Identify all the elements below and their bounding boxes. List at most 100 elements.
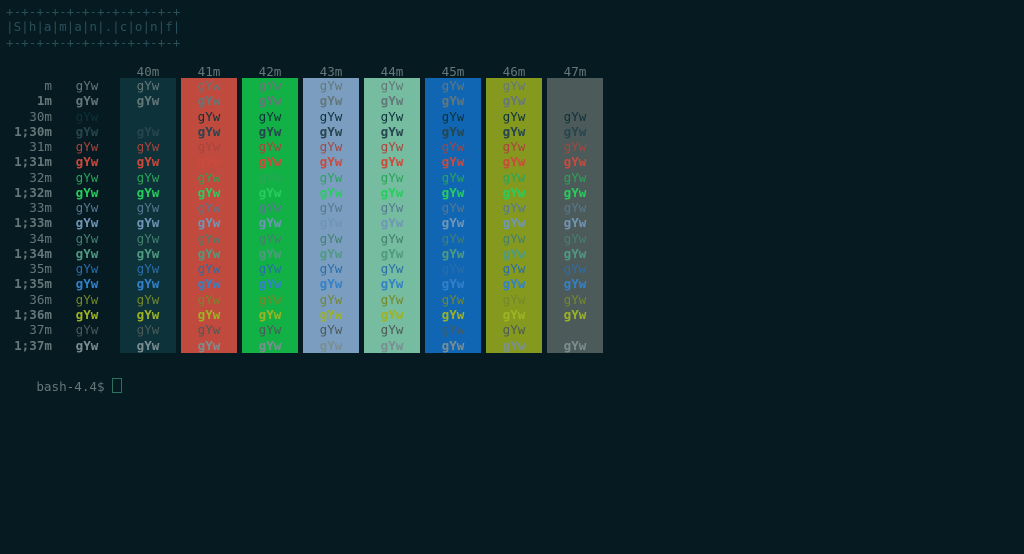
color-cell: gYw [120, 108, 176, 124]
color-cell: gYw [181, 139, 237, 155]
row-label: m [44, 78, 52, 93]
color-cell: gYw [242, 78, 298, 94]
color-cell: gYw [75, 230, 99, 246]
color-cell: gYw [75, 322, 99, 338]
color-cell: gYw [364, 108, 420, 124]
color-cell: gYw [486, 245, 542, 262]
color-cell: gYw [303, 123, 359, 140]
color-cell: gYw [181, 154, 237, 170]
color-cell: gYw [486, 276, 542, 292]
color-cell: gYw [303, 184, 359, 201]
color-cell: gYw [120, 322, 176, 338]
row-label: 1;31m [14, 154, 52, 170]
row-label: 1m [36, 93, 52, 109]
color-row-34m: 34m gYw gYw gYw gYw gYw gYw gYw gYw gYw [0, 230, 680, 246]
color-cell: gYw [486, 108, 542, 124]
color-cell: gYw [425, 230, 481, 246]
color-cell: gYw [364, 78, 420, 94]
column-header-41m: 41m [197, 64, 221, 79]
color-cell: gYw [242, 154, 298, 170]
color-cell: gYw [486, 139, 542, 155]
color-cell: gYw [425, 261, 481, 277]
color-cell: gYw [547, 322, 603, 338]
row-label: 34m [29, 230, 52, 246]
color-cell: gYw [242, 322, 298, 338]
prompt-text: bash-4.4$ [36, 379, 105, 395]
column-header-43m: 43m [319, 64, 343, 79]
color-cell: gYw [242, 337, 298, 353]
color-cell: gYw [547, 200, 603, 216]
color-cell: gYw [181, 93, 237, 109]
color-cell: gYw [547, 291, 603, 307]
color-table: m gYw gYw gYw gYw gYw gYw gYw gYw gYw 1m gYw gYw gYw g… [0, 78, 1024, 353]
color-row-1;30m: 1;30m gYw gYw gYw gYw gYw gYw gYw gYw gYw [0, 123, 680, 140]
row-label: 35m [29, 261, 52, 277]
color-cell: gYw [303, 93, 359, 109]
color-cell: gYw [486, 78, 542, 94]
color-cell: gYw [181, 322, 237, 338]
color-row-36m: 36m gYw gYw gYw gYw gYw gYw gYw gYw gYw [0, 291, 680, 307]
color-cell: gYw [486, 306, 542, 323]
column-header-40m: 40m [136, 64, 160, 79]
color-cell: gYw [120, 245, 176, 262]
color-cell: gYw [425, 169, 481, 185]
color-cell: gYw [303, 261, 359, 277]
color-cell: gYw [75, 215, 99, 231]
color-cell: gYw [120, 123, 176, 140]
color-cell: gYw [364, 123, 420, 140]
color-cell: gYw [242, 139, 298, 155]
color-cell: gYw [75, 337, 99, 353]
color-cell: gYw [75, 306, 99, 322]
row-label: 1;33m [14, 215, 52, 231]
color-cell: gYw [425, 139, 481, 155]
color-cell: gYw [120, 215, 176, 231]
color-cell: gYw [181, 291, 237, 307]
color-cell: gYw [120, 291, 176, 307]
color-row-1;34m: 1;34m gYw gYw gYw gYw gYw gYw gYw gYw gYw [0, 245, 680, 262]
color-cell: gYw [75, 291, 99, 307]
color-cell: gYw [75, 245, 99, 261]
color-cell: gYw [364, 261, 420, 277]
color-cell: gYw [120, 93, 176, 109]
color-cell: gYw [242, 200, 298, 216]
column-header-45m: 45m [441, 64, 465, 79]
row-label: 1;34m [14, 245, 52, 261]
color-cell: gYw [242, 169, 298, 185]
color-row-37m: 37m gYw gYw gYw gYw gYw gYw gYw gYw gYw [0, 322, 680, 338]
color-cell: gYw [547, 93, 603, 109]
color-cell: gYw [303, 154, 359, 170]
row-label: 36m [29, 291, 52, 307]
color-cell: gYw [181, 230, 237, 246]
color-cell: gYw [303, 230, 359, 246]
color-cell: gYw [364, 200, 420, 216]
color-cell: gYw [364, 184, 420, 201]
ascii-banner: +-+-+-+-+-+-+-+-+-+-+-+ |S|h|a|m|a|n|.|c|… [6, 4, 180, 50]
color-cell: gYw [120, 78, 176, 94]
color-cell: gYw [303, 215, 359, 231]
color-cell: gYw [364, 306, 420, 323]
color-cell: gYw [75, 139, 99, 155]
color-cell: gYw [242, 230, 298, 246]
color-cell: gYw [181, 184, 237, 201]
color-cell: gYw [425, 322, 481, 338]
color-cell: gYw [486, 291, 542, 307]
color-cell: gYw [242, 245, 298, 262]
column-header-47m: 47m [563, 64, 587, 79]
row-label: 33m [29, 200, 52, 216]
row-label: 32m [29, 169, 52, 185]
ascii-banner-line: |S|h|a|m|a|n|.|c|o|n|f| [6, 19, 181, 35]
color-cell: gYw [120, 139, 176, 155]
color-cell: gYw [303, 200, 359, 216]
row-label: 1;30m [14, 123, 52, 139]
row-label: 1;37m [14, 337, 52, 353]
color-cell: gYw [425, 200, 481, 216]
color-cell: gYw [242, 276, 298, 292]
color-row-1;37m: 1;37m gYw gYw gYw gYw gYw gYw gYw gYw gYw [0, 337, 680, 353]
color-row-32m: 32m gYw gYw gYw gYw gYw gYw gYw gYw gYw [0, 169, 680, 185]
color-row-1;31m: 1;31m gYw gYw gYw gYw gYw gYw gYw gYw gYw [0, 154, 680, 170]
row-label: 1;36m [14, 306, 52, 322]
color-cell: gYw [75, 154, 99, 170]
color-cell: gYw [425, 154, 481, 170]
color-cell: gYw [547, 261, 603, 277]
